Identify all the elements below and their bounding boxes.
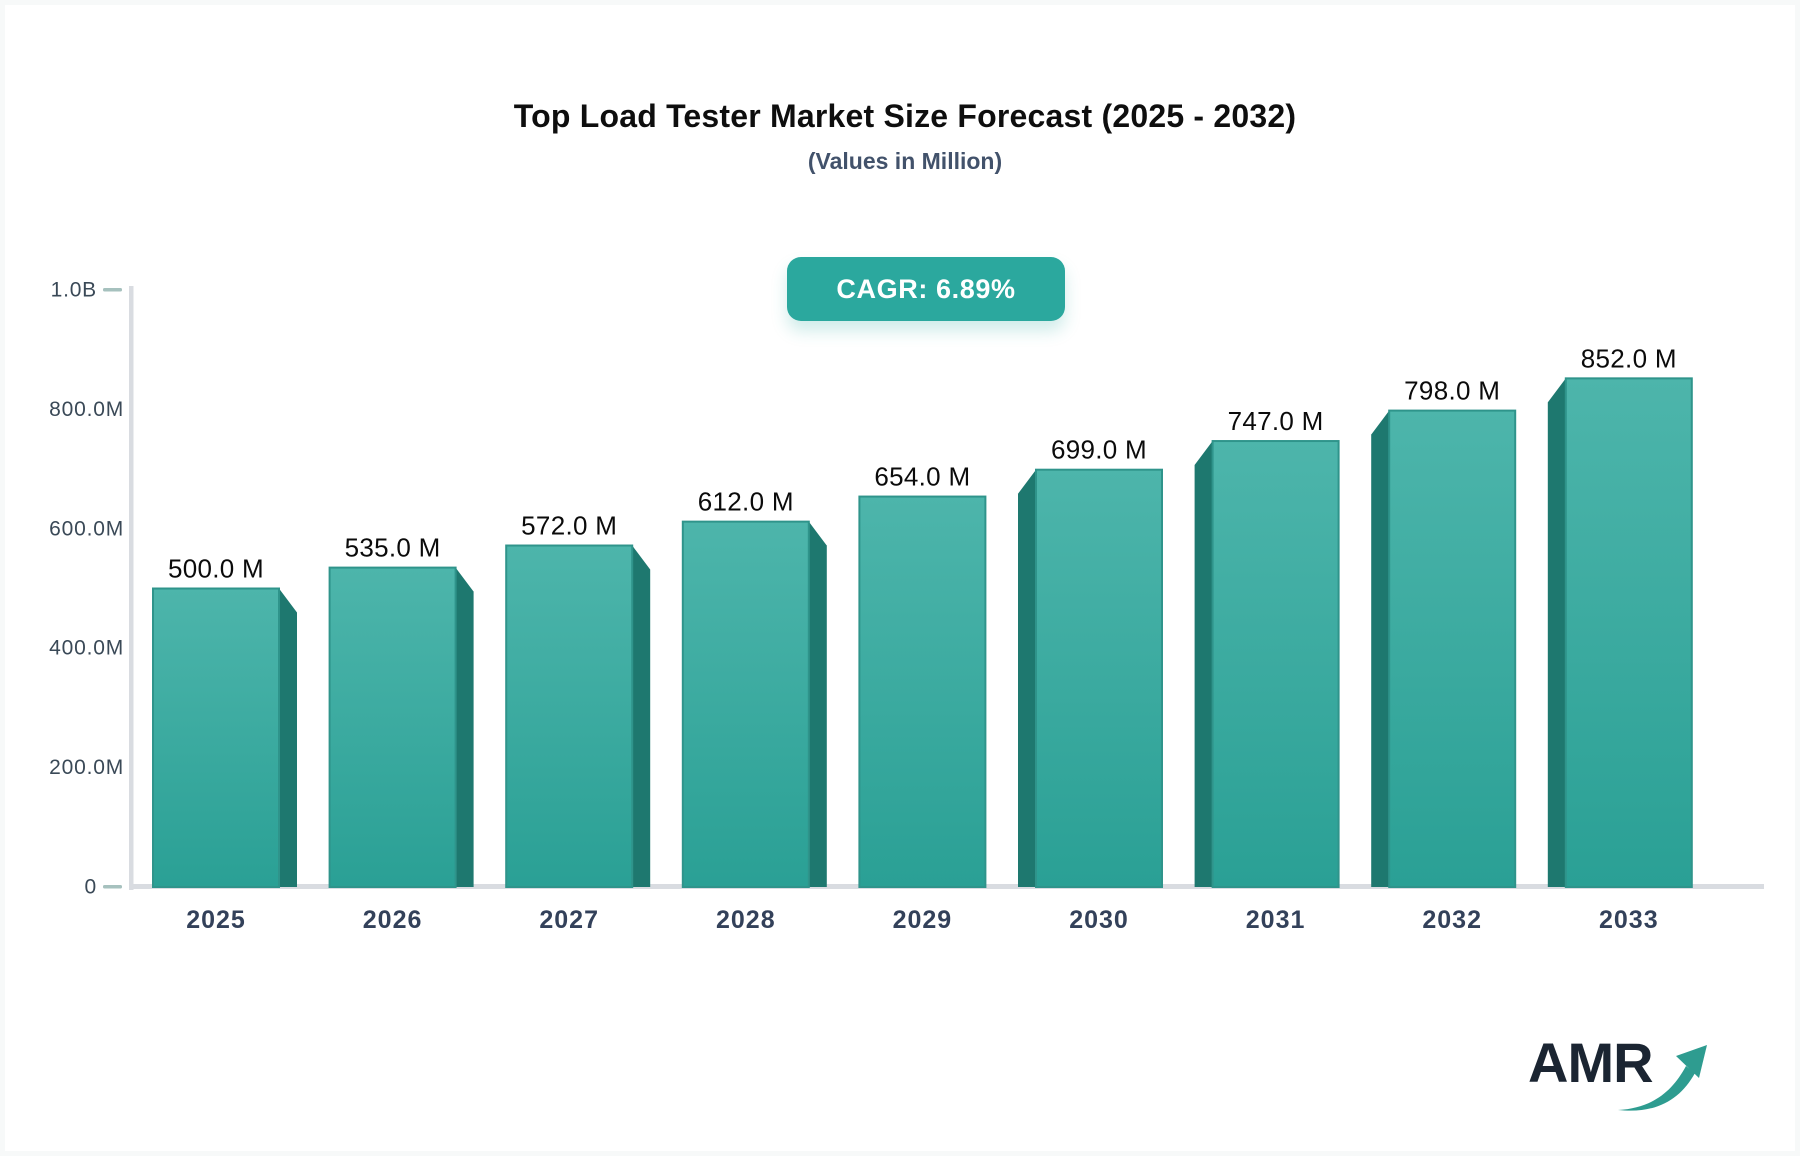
bar-side-2032 [1371, 410, 1390, 887]
bar-value-label: 500.0 M [168, 554, 264, 584]
bar-side-2030 [1018, 469, 1036, 887]
bar-2030 [1035, 468, 1163, 888]
cagr-badge-label: CAGR: 6.89% [836, 273, 1016, 304]
x-axis-tick-label: 2025 [186, 906, 246, 934]
bar-side-2028 [808, 521, 827, 887]
bar-side-2033 [1547, 378, 1566, 887]
bar-2033 [1564, 377, 1693, 888]
x-axis-tick-label: 2027 [539, 906, 599, 934]
bar-side-2031 [1194, 441, 1213, 887]
x-axis-tick-label: 2031 [1246, 906, 1306, 934]
bar-value-label: 798.0 M [1404, 376, 1500, 406]
bar-value-label: 699.0 M [1051, 435, 1147, 465]
chart-title: Top Load Tester Market Size Forecast (20… [513, 98, 1297, 134]
bar-value-label: 852.0 M [1581, 343, 1677, 373]
y-tick-dash [103, 885, 122, 889]
cagr-badge: CAGR: 6.89% [787, 257, 1065, 321]
bar-value-label: 747.0 M [1228, 406, 1324, 436]
bar-value-label: 535.0 M [345, 533, 441, 563]
y-axis-tick-label: 200.0M [49, 756, 124, 779]
y-axis-tick-label: 1.0B [51, 279, 97, 302]
bar-value-label: 654.0 M [874, 462, 970, 492]
x-axis-tick-label: 2029 [893, 906, 953, 934]
x-axis-tick-label: 2033 [1599, 906, 1659, 934]
bar-side-2025 [279, 588, 297, 887]
bar-side-2027 [632, 545, 651, 887]
x-axis-tick-label: 2032 [1422, 906, 1482, 934]
x-axis-tick-label: 2030 [1069, 906, 1129, 934]
bar-2028 [681, 520, 810, 888]
amr-logo: AMR [1528, 1030, 1728, 1130]
y-tick-dash [103, 288, 122, 292]
logo-text: AMR [1528, 1031, 1654, 1094]
bar-2027 [505, 544, 634, 888]
bar-side-2026 [455, 567, 474, 887]
y-axis-tick-label: 800.0M [49, 398, 124, 421]
x-axis-tick-label: 2028 [716, 906, 776, 934]
y-axis-line [129, 286, 134, 890]
bar-value-label: 572.0 M [521, 511, 617, 541]
y-axis-tick-label: 0 [85, 876, 97, 899]
bar-2025 [152, 587, 280, 888]
bar-2031 [1211, 440, 1340, 888]
chart-subtitle: (Values in Million) [807, 148, 1003, 174]
y-axis-tick-label: 600.0M [49, 517, 124, 540]
bar-2026 [328, 566, 457, 888]
y-axis-tick-label: 400.0M [49, 637, 124, 660]
bar-2029 [858, 495, 987, 888]
bar-2032 [1388, 409, 1517, 888]
logo-growth-arrow-icon [1618, 1045, 1707, 1111]
x-axis-tick-label: 2026 [363, 906, 423, 934]
bar-value-label: 612.0 M [698, 487, 794, 517]
